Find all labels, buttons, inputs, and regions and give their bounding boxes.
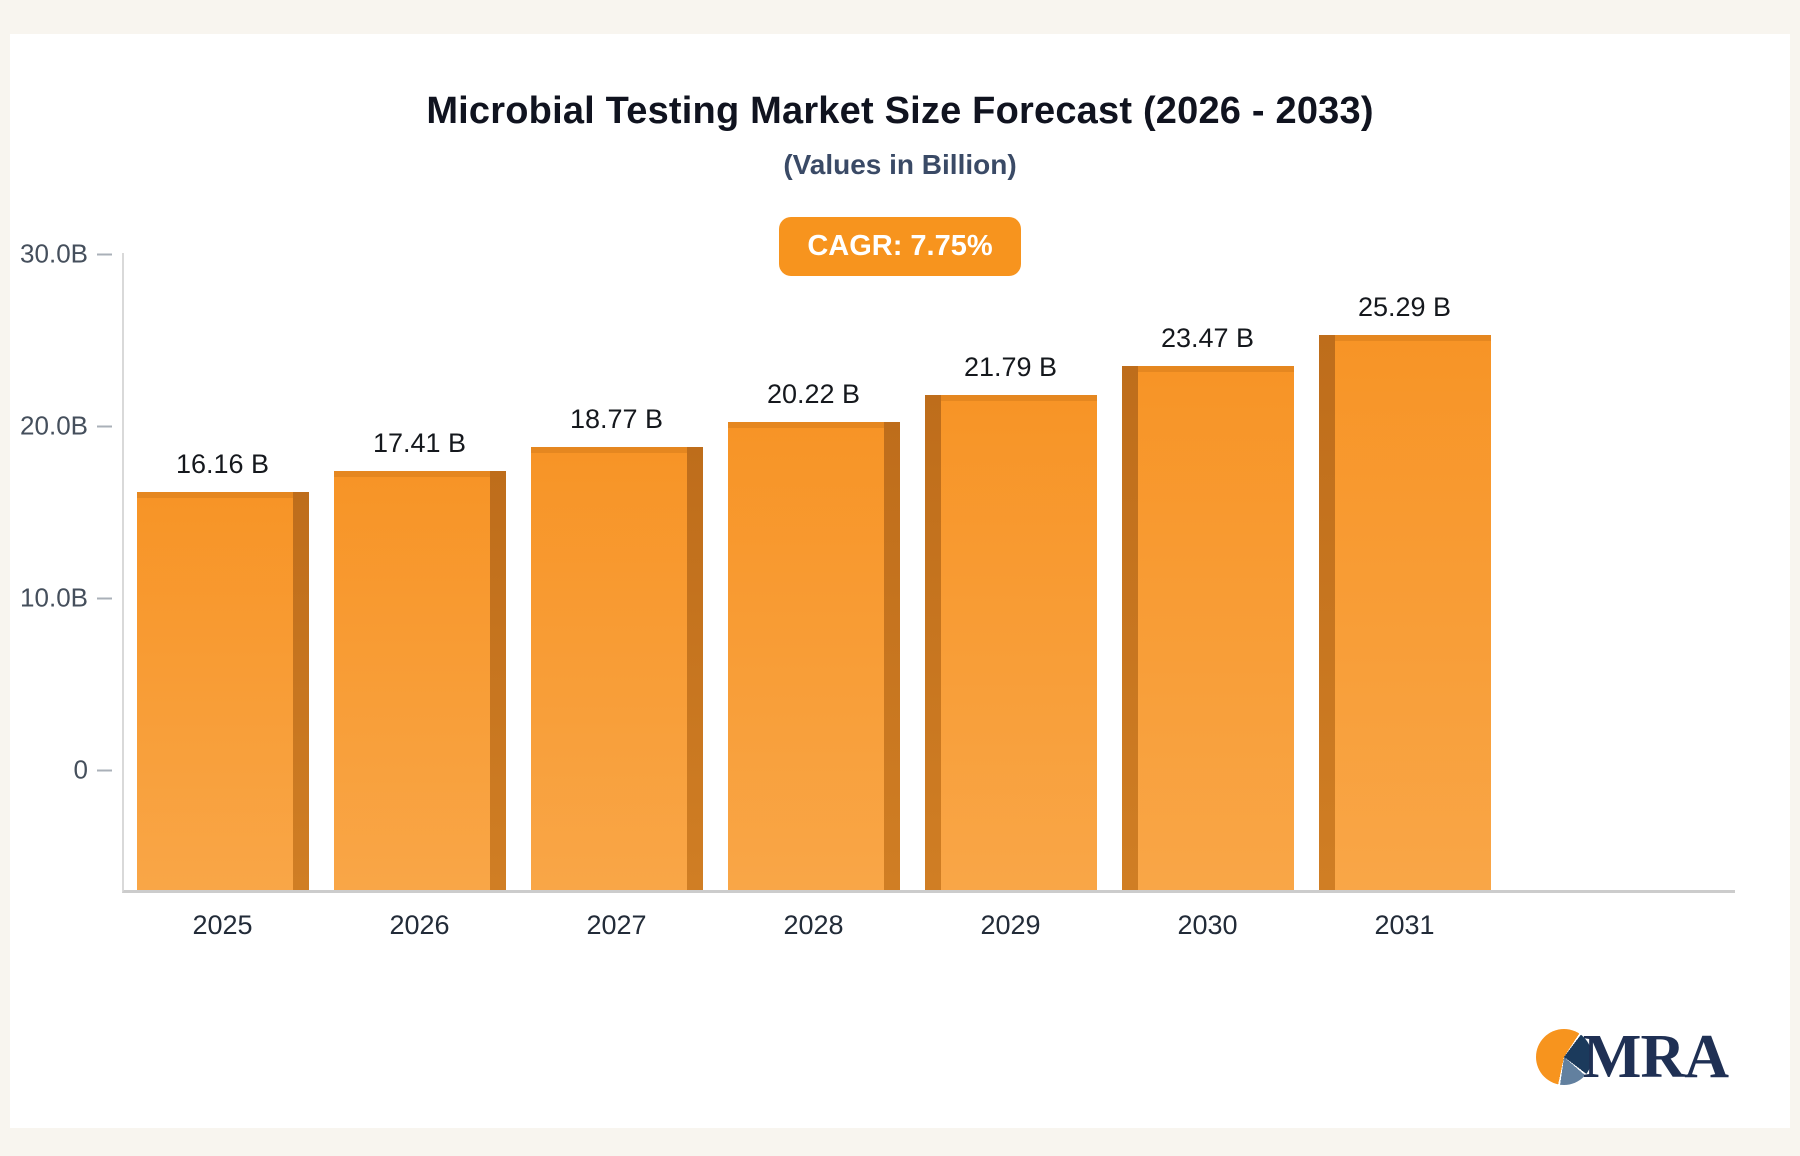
bar-2025: 16.16 B [136, 449, 309, 890]
bar-group-2030: 23.47 B 2030 [1109, 253, 1306, 940]
bar-value-2030: 23.47 B [1160, 323, 1255, 354]
x-axis-label-2026: 2026 [389, 910, 450, 940]
bar-value-2031: 25.29 B [1357, 292, 1452, 323]
y-tick-label: 30.0B [20, 238, 88, 269]
chart-subtitle: (Values in Billion) [783, 149, 1017, 180]
bar-2031: 25.29 B [1318, 292, 1491, 890]
x-axis-label-2025: 2025 [192, 910, 253, 940]
y-tick-mark [97, 425, 112, 427]
x-axis-label-2027: 2027 [586, 910, 647, 940]
y-axis: 0 10.0B 20.0B 30.0B [20, 239, 112, 890]
bar-value-2027: 18.77 B [569, 404, 664, 435]
bar-group-2025: 16.16 B 2025 [124, 253, 321, 940]
y-tick-mark [97, 253, 112, 255]
mra-logo: MRA [1535, 1023, 1729, 1091]
bar-value-2028: 20.22 B [766, 379, 861, 410]
bar-value-2029: 21.79 B [963, 352, 1058, 383]
bar-group-2029: 21.79 B 2029 [912, 253, 1109, 940]
plot-area: 16.16 B 2025 17.41 B 2026 18.77 B 2027 20.22 B… [122, 253, 1735, 940]
y-tick-label: 10.0B [20, 582, 88, 613]
cagr-badge-row: CAGR: 7.75% [10, 217, 1790, 276]
x-axis-label-2030: 2030 [1177, 910, 1238, 940]
bar-group-2026: 17.41 B 2026 [321, 253, 518, 940]
bar-value-2025: 16.16 B [175, 449, 270, 480]
y-tick-10.0B: 10.0B [20, 583, 112, 614]
y-tick-30.0B: 30.0B [20, 239, 112, 270]
bar-2030: 23.47 B [1121, 323, 1294, 890]
y-tick-20.0B: 20.0B [20, 411, 112, 442]
x-axis-label-2028: 2028 [783, 910, 844, 940]
bar-group-2031: 25.29 B 2031 [1306, 253, 1503, 940]
bar-2028: 20.22 B [727, 379, 900, 890]
bar-chart: 0 10.0B 20.0B 30.0B 16.16 B 2025 17.41 B 2026 1… [20, 239, 1735, 940]
pie-chart-icon [1535, 1029, 1592, 1085]
chart-card: Microbial Testing Market Size Forecast (… [10, 34, 1790, 1128]
mra-logo-text: MRA [1582, 1023, 1729, 1091]
y-tick-mark [97, 769, 112, 771]
bar-2027: 18.77 B [530, 404, 703, 890]
y-tick-0: 0 [74, 755, 112, 786]
y-tick-mark [97, 597, 112, 599]
chart-title: Microbial Testing Market Size Forecast (… [426, 90, 1374, 132]
bar-group-2028: 20.22 B 2028 [715, 253, 912, 940]
x-axis-label-2029: 2029 [980, 910, 1041, 940]
bar-2026: 17.41 B [333, 428, 506, 891]
bar-2029: 21.79 B [924, 352, 1097, 890]
bar-group-2027: 18.77 B 2027 [518, 253, 715, 940]
y-tick-label: 20.0B [20, 410, 88, 441]
cagr-badge: CAGR: 7.75% [779, 217, 1021, 276]
bar-value-2026: 17.41 B [372, 427, 467, 458]
x-axis-label-2031: 2031 [1374, 910, 1435, 940]
y-tick-label: 0 [73, 754, 88, 785]
